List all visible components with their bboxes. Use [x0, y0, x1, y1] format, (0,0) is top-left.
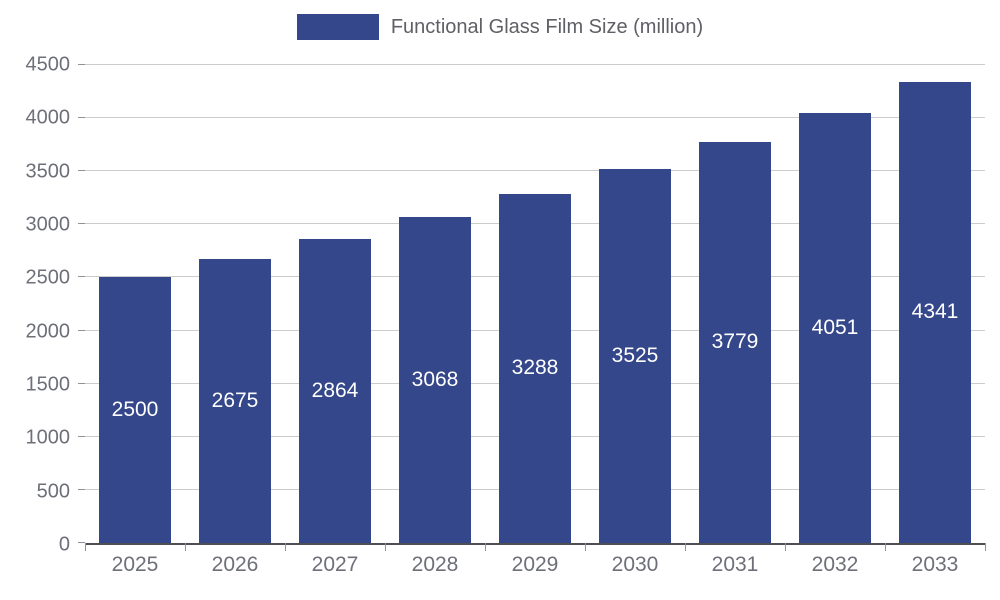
bar[interactable]: 4341 — [899, 81, 971, 543]
legend[interactable]: Functional Glass Film Size (million) — [0, 14, 1000, 40]
bar-value-label: 3288 — [511, 356, 559, 380]
x-tick-label: 2026 — [211, 553, 259, 576]
bar-value-label: 4341 — [911, 300, 959, 324]
y-tick-label: 1000 — [25, 426, 71, 449]
x-tick-mark — [585, 543, 586, 551]
gridline — [85, 64, 985, 65]
x-tick-mark — [85, 543, 86, 551]
bar-cell: 4341 — [885, 65, 985, 543]
y-tick-mark — [78, 382, 85, 384]
bar[interactable]: 2675 — [199, 258, 271, 543]
x-tick-label: 2028 — [411, 553, 459, 576]
x-tick-label: 2029 — [511, 553, 559, 576]
y-tick-label: 3000 — [25, 213, 71, 236]
y-tick-mark — [78, 64, 85, 65]
x-tick-label: 2025 — [111, 553, 159, 576]
x-tick-mark — [185, 543, 186, 551]
y-tick-mark — [78, 276, 85, 278]
bar-value-label: 2675 — [211, 388, 259, 412]
bar-value-label: 2864 — [311, 378, 359, 402]
legend-swatch — [296, 14, 379, 40]
x-axis-labels: 2025 2026 2027 2028 2029 2030 2031 2032 2033 — [85, 553, 985, 577]
gridline — [85, 117, 985, 119]
x-tick-mark — [985, 543, 986, 551]
y-tick-mark — [78, 117, 85, 119]
y-tick-label: 1500 — [25, 373, 71, 396]
bar-cell: 2864 — [285, 65, 385, 543]
y-tick-label: 4500 — [25, 53, 71, 76]
gridline — [85, 170, 985, 172]
bar-cell: 3288 — [485, 65, 585, 543]
bar[interactable]: 3779 — [699, 141, 771, 543]
plot-wrap: 0 500 1000 1500 2000 2500 3000 3500 4000 4500 250… — [0, 54, 1000, 556]
bar-value-label: 3779 — [711, 330, 759, 354]
y-tick-mark — [78, 329, 85, 331]
bar-value-label: 3525 — [611, 343, 659, 367]
y-tick-label: 2000 — [25, 320, 71, 343]
bar-cell: 2675 — [185, 65, 285, 543]
bar-cell: 2500 — [85, 65, 185, 543]
y-tick-mark — [78, 170, 85, 172]
y-tick-mark — [78, 488, 85, 490]
y-tick-mark — [78, 435, 85, 437]
x-tick-mark — [785, 543, 786, 551]
bar-cell: 3525 — [585, 65, 685, 543]
x-tick-label: 2030 — [611, 553, 659, 576]
bar-cell: 3779 — [685, 65, 785, 543]
bar-value-label: 2500 — [111, 398, 159, 422]
bar[interactable]: 4051 — [799, 112, 871, 543]
x-tick-mark — [285, 543, 286, 551]
y-tick-label: 3500 — [25, 160, 71, 183]
bar[interactable]: 2864 — [299, 238, 371, 543]
bar[interactable]: 3288 — [499, 193, 571, 543]
x-tick-label: 2031 — [711, 553, 759, 576]
bar[interactable]: 3068 — [399, 217, 471, 543]
x-tick-label: 2027 — [311, 553, 359, 576]
bar[interactable]: 3525 — [599, 168, 671, 543]
y-tick-mark — [78, 542, 85, 543]
y-tick-label: 0 — [58, 533, 70, 556]
bar-cell: 4051 — [785, 65, 885, 543]
plot-area: 2500 2675 2864 3068 3288 3525 3779 4051 4341 — [78, 64, 986, 551]
y-axis-labels: 0 500 1000 1500 2000 2500 3000 3500 4000 4500 — [0, 54, 76, 556]
bar-cell: 3068 — [385, 65, 485, 543]
x-tick-mark — [384, 543, 386, 551]
x-tick-mark — [684, 543, 686, 551]
x-tick-label: 2033 — [911, 553, 959, 576]
y-tick-mark — [78, 223, 85, 225]
y-tick-label: 2500 — [25, 266, 71, 289]
bar-value-label: 3068 — [411, 368, 459, 392]
bar[interactable]: 2500 — [99, 277, 171, 543]
bar-value-label: 4051 — [811, 315, 859, 339]
x-tick-label: 2032 — [811, 553, 859, 576]
y-tick-label: 500 — [36, 480, 70, 503]
y-tick-label: 4000 — [25, 106, 71, 129]
x-tick-mark — [885, 543, 886, 551]
x-tick-mark — [485, 543, 486, 551]
legend-label: Functional Glass Film Size (million) — [390, 15, 704, 38]
bars: 2500 2675 2864 3068 3288 3525 3779 4051 4341 — [85, 65, 985, 543]
